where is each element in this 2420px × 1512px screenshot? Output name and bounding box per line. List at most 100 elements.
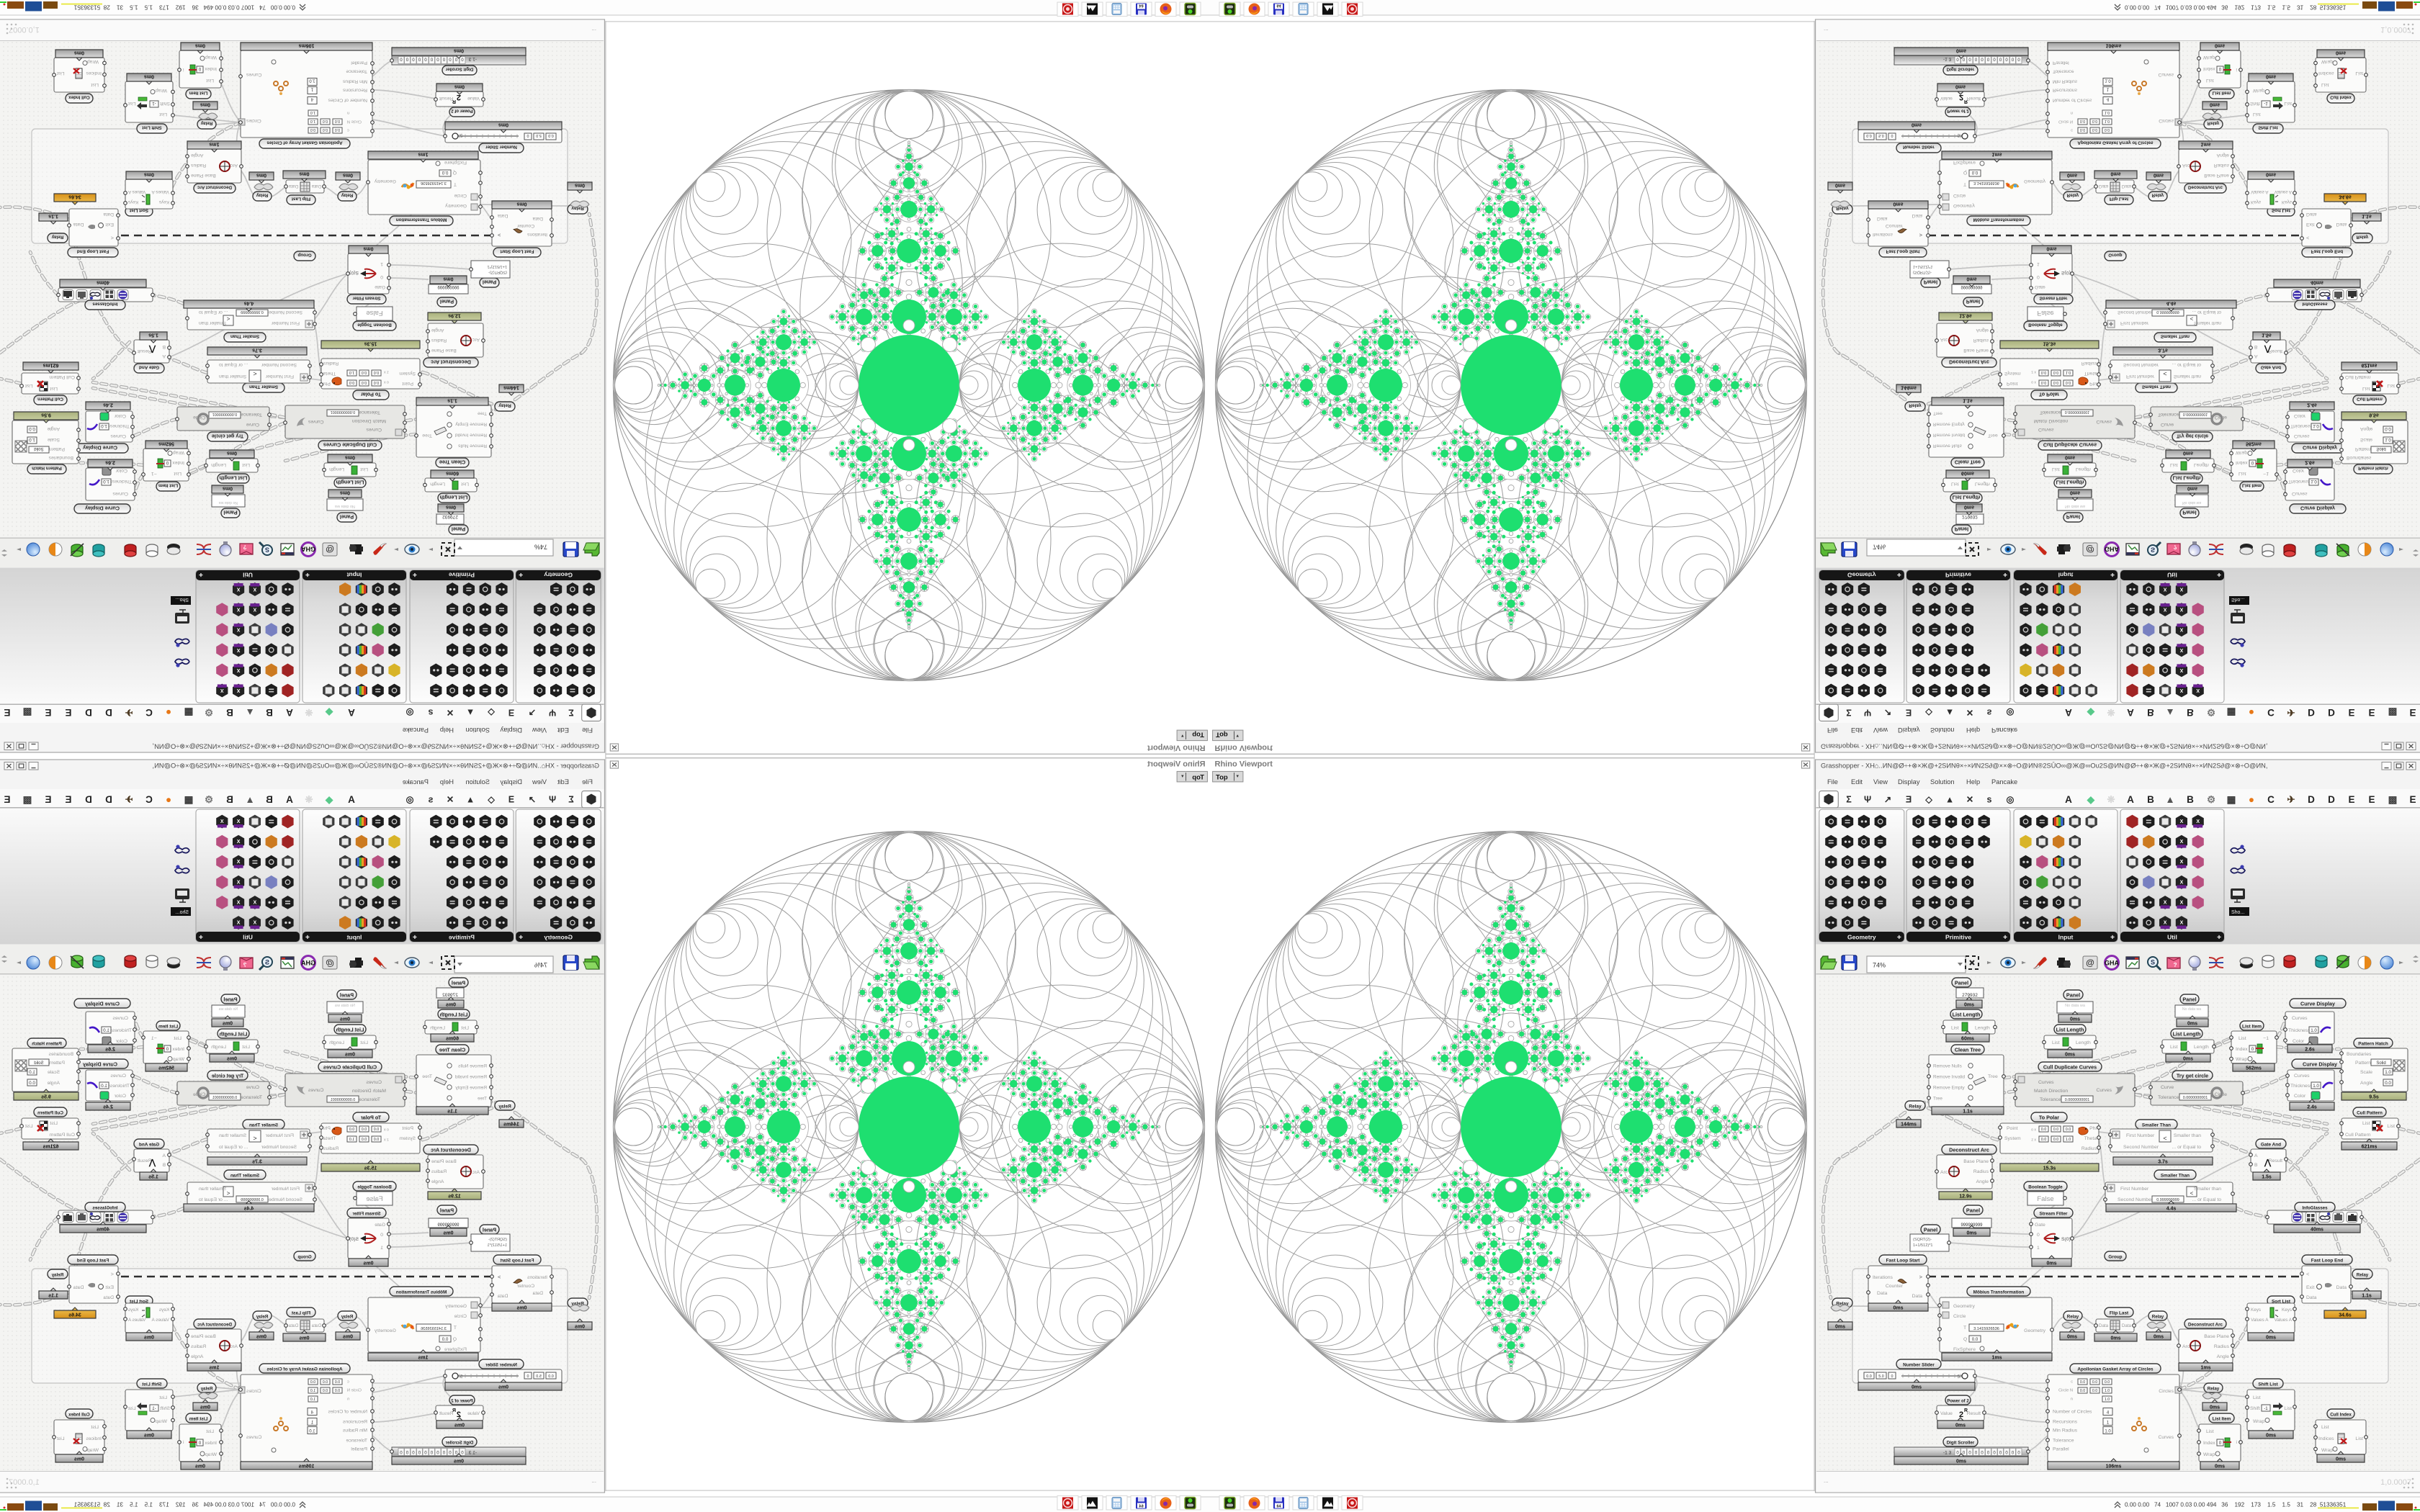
svg-text:0.0: 0.0 [2041,1128,2047,1132]
svg-text:Arc: Arc [1940,1170,1948,1175]
svg-text:>: > [1919,1274,1923,1280]
svg-text:Solid: Solid [2376,1061,2385,1066]
svg-text:12.9s: 12.9s [1959,1194,1972,1200]
svg-text:Point: Point [2007,1126,2018,1131]
svg-text:D: D [2308,794,2315,805]
svg-text:A: A [2254,1153,2258,1158]
svg-text:Apollonian Gasket Array of Cir: Apollonian Gasket Array of Circles [2077,1367,2154,1372]
svg-text:0: 0 [1993,1452,1996,1456]
svg-text:0.999999999: 0.999999999 [2156,1198,2179,1202]
svg-text:Gate And: Gate And [2261,1143,2281,1148]
svg-text:Pattern Hatch: Pattern Hatch [2358,1042,2388,1047]
svg-text:Number Slider: Number Slider [1903,1363,1935,1368]
svg-text:◎: ◎ [2007,795,2015,805]
svg-text:Thickness: Thickness [2288,1028,2311,1033]
svg-text:Boundaries: Boundaries [2347,1052,2372,1057]
svg-text:Curves: Curves [2158,1435,2174,1440]
svg-text:Sort List: Sort List [2272,1300,2291,1305]
svg-text:1.0: 1.0 [2105,1389,2110,1393]
svg-text:First Number: First Number [2120,1187,2149,1192]
svg-text:List: List [2052,1040,2060,1045]
svg-text:?: ? [2174,962,2177,968]
svg-text:Result: Result [2269,1158,2282,1164]
svg-text:Values A: Values A [2251,1318,2269,1323]
svg-text:5: 5 [1958,1375,1960,1380]
svg-text:Angle: Angle [1976,1179,1989,1184]
svg-text:Cull Pattern: Cull Pattern [2345,1133,2371,1138]
svg-text:Group: Group [2108,1255,2122,1260]
svg-text:A: A [2065,794,2072,805]
svg-text:Values A: Values A [2275,1318,2293,1323]
svg-text:Wrap: Wrap [2236,1057,2247,1062]
svg-text:Tolerance: Tolerance [2158,1095,2179,1100]
svg-text:List: List [2238,1036,2246,1041]
svg-text:1.5s: 1.5s [2262,1175,2272,1180]
svg-text:Length: Length [2076,1040,2091,1045]
svg-text:Shift: Shift [2250,1406,2260,1411]
svg-text:No data wa: No data wa [2182,1007,2201,1012]
svg-text:File: File [1827,778,1838,786]
svg-text:List: List [2284,1406,2292,1411]
svg-text:Smaller than: Smaller than [2174,1133,2201,1138]
svg-text:X: X [2180,819,2184,824]
svg-text:0.0000000001: 0.0000000001 [2183,1096,2208,1100]
svg-text:▲: ▲ [2165,794,2174,805]
svg-text:562ms: 562ms [2246,1066,2262,1071]
svg-text:Radius: Radius [2214,1344,2230,1349]
svg-text:0.0: 0.0 [2080,1380,2085,1385]
svg-text:4: 4 [2107,1410,2110,1415]
svg-text:Input: Input [2058,934,2074,941]
svg-text:Panel: Panel [1955,980,1968,986]
svg-text:▦: ▦ [2227,794,2236,805]
svg-text:Clean Tree: Clean Tree [1955,1047,1981,1053]
svg-text:Data: Data [2099,1323,2109,1328]
svg-text:Top: Top [1216,774,1228,782]
svg-text:i: i [2236,1440,2238,1445]
svg-text:✚: ✚ [2217,935,2221,940]
svg-text:Remove Empty: Remove Empty [1933,1085,1965,1090]
svg-text:144ms: 144ms [1901,1122,1917,1128]
svg-text:Try get circle: Try get circle [2177,1073,2208,1079]
svg-text:Data: Data [2336,1285,2347,1290]
svg-text:Relay: Relay [1836,1302,1849,1307]
svg-text:List: List [2253,1395,2261,1400]
svg-text:Number of Circles: Number of Circles [2053,1410,2092,1415]
svg-text:Fast Loop End: Fast Loop End [2311,1259,2343,1264]
svg-text:0: 0 [1975,1452,1978,1456]
svg-text:1ms: 1ms [2200,1366,2210,1371]
svg-text:List Item: List Item [2242,1025,2262,1030]
svg-text:X: X [2164,900,2167,905]
svg-text:Smaller Than: Smaller Than [2142,1123,2171,1128]
svg-text:0ms: 0ms [1893,1306,1903,1311]
svg-text:X: X [2180,900,2184,905]
svg-text:Angle: Angle [2217,1354,2230,1359]
svg-text:1.1s: 1.1s [2362,1294,2372,1299]
svg-text:0.0: 0.0 [2092,1389,2097,1393]
svg-text:1.0: 1.0 [2311,1028,2317,1033]
svg-text:Cull Duplicate Curves: Cull Duplicate Curves [2043,1064,2097,1071]
svg-text:Wrap: Wrap [2203,1452,2215,1457]
svg-text:System: System [2004,1136,2021,1141]
svg-text:0: 0 [2251,1047,2254,1052]
svg-text:(SQRT(2)-: (SQRT(2)- [1913,1238,1932,1242]
svg-text:0ms: 0ms [1912,1385,1922,1390]
svg-text:74%: 74% [1873,962,1886,969]
svg-text:Arc: Arc [2182,1344,2190,1349]
svg-text:0: 0 [2219,1441,2222,1446]
svg-text:Util: Util [2167,934,2177,941]
svg-text:Parallel: Parallel [2053,1447,2069,1452]
svg-text:Stream Filter: Stream Filter [2039,1212,2068,1217]
svg-text:✈: ✈ [2287,794,2295,805]
svg-text:Sho...: Sho... [2231,910,2244,915]
svg-text:Scale: Scale [2360,1070,2372,1075]
svg-text:0: 0 [2005,1452,2008,1456]
svg-text:Cull Pattern: Cull Pattern [2357,1111,2383,1116]
svg-text:⚙: ⚙ [2207,794,2215,805]
svg-text:3.7s: 3.7s [2158,1160,2168,1165]
svg-text:279932: 279932 [1962,993,1978,998]
svg-text:0ms: 0ms [2046,1261,2056,1266]
svg-text:Length: Length [2194,1045,2209,1050]
svg-text:Color: Color [2293,1039,2305,1044]
svg-text:<: < [2306,1271,2310,1277]
svg-text:Fast Loop Start: Fast Loop Start [1886,1259,1921,1264]
